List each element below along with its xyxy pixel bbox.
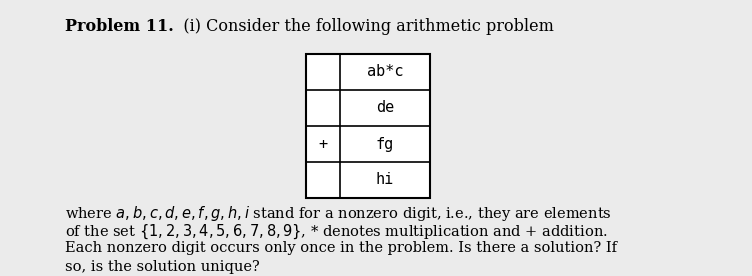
Text: (i) Consider the following arithmetic problem: (i) Consider the following arithmetic pr…	[168, 18, 554, 35]
Text: so, is the solution unique?: so, is the solution unique?	[65, 259, 259, 274]
Text: ab*c: ab*c	[367, 65, 403, 79]
Text: +: +	[318, 137, 328, 152]
Text: where $a, b, c, d, e, f, g, h, i$ stand for a nonzero digit, i.e., they are elem: where $a, b, c, d, e, f, g, h, i$ stand …	[65, 204, 612, 223]
Text: Problem 11.: Problem 11.	[65, 18, 174, 35]
Text: fg: fg	[376, 137, 394, 152]
Text: de: de	[376, 100, 394, 115]
Bar	[306, 54, 430, 198]
Text: of the set $\{1, 2, 3, 4, 5, 6, 7, 8, 9\}$, * denotes multiplication and + addit: of the set $\{1, 2, 3, 4, 5, 6, 7, 8, 9\…	[65, 222, 608, 241]
Text: Each nonzero digit occurs only once in the problem. Is there a solution? If: Each nonzero digit occurs only once in t…	[65, 241, 617, 255]
Text: hi: hi	[376, 172, 394, 187]
